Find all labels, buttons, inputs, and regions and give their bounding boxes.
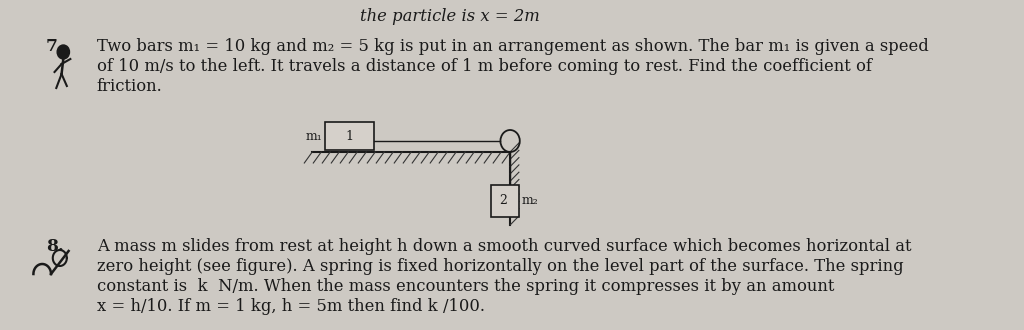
Text: 7.: 7. xyxy=(46,38,63,55)
Text: A mass m slides from rest at height h down a smooth curved surface which becomes: A mass m slides from rest at height h do… xyxy=(96,238,911,255)
Text: m₁: m₁ xyxy=(306,129,323,143)
Text: of 10 m/s to the left. It travels a distance of 1 m before coming to rest. Find : of 10 m/s to the left. It travels a dist… xyxy=(96,58,871,75)
Text: 8.: 8. xyxy=(46,238,63,255)
Circle shape xyxy=(57,45,70,59)
Bar xyxy=(490,185,519,217)
Bar xyxy=(326,122,374,150)
Text: Two bars m₁ = 10 kg and m₂ = 5 kg is put in an arrangement as shown. The bar m₁ : Two bars m₁ = 10 kg and m₂ = 5 kg is put… xyxy=(96,38,929,55)
Text: m₂: m₂ xyxy=(521,194,539,208)
Text: constant is  k  N/m. When the mass encounters the spring it compresses it by an : constant is k N/m. When the mass encount… xyxy=(96,278,835,295)
Text: zero height (see figure). A spring is fixed horizontally on the level part of th: zero height (see figure). A spring is fi… xyxy=(96,258,903,275)
Text: friction.: friction. xyxy=(96,78,163,95)
Text: 1: 1 xyxy=(345,129,353,143)
Text: x = h/10. If m = 1 kg, h = 5m then find k /100.: x = h/10. If m = 1 kg, h = 5m then find … xyxy=(96,298,484,315)
Text: the particle is x = 2m: the particle is x = 2m xyxy=(360,8,541,25)
Text: 2: 2 xyxy=(499,194,507,208)
